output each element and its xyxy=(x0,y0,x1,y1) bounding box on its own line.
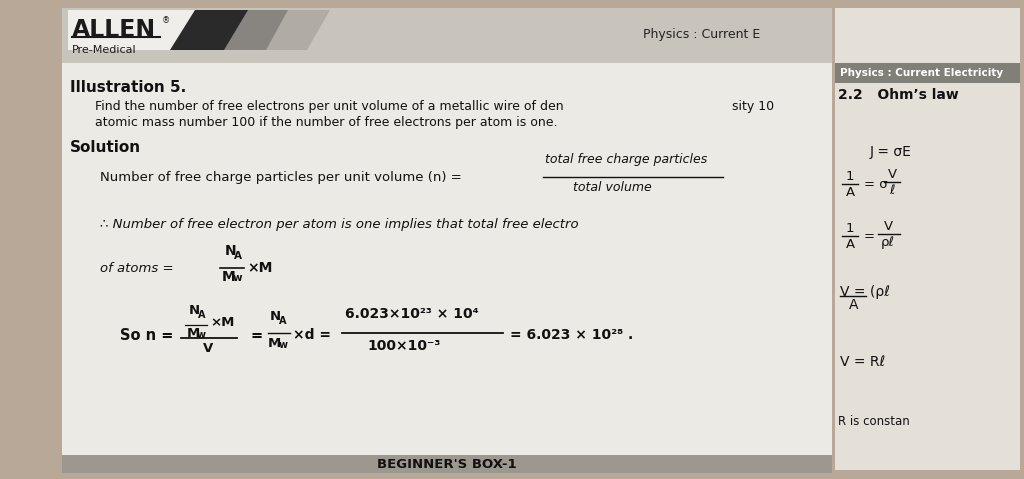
Text: ×M: ×M xyxy=(247,261,272,275)
Text: 100×10⁻³: 100×10⁻³ xyxy=(367,339,440,353)
Text: w: w xyxy=(233,273,243,283)
Text: atomic mass number 100 if the number of free electrons per atom is one.: atomic mass number 100 if the number of … xyxy=(95,116,557,129)
Text: ×d =: ×d = xyxy=(293,328,331,342)
Text: ALLEN: ALLEN xyxy=(72,18,156,42)
Text: A: A xyxy=(849,298,858,312)
Bar xyxy=(62,8,831,470)
Text: w: w xyxy=(279,340,288,350)
Text: = σ: = σ xyxy=(864,179,888,192)
Text: N: N xyxy=(270,310,282,323)
Bar xyxy=(835,63,1020,83)
Text: Illustration 5.: Illustration 5. xyxy=(70,80,186,95)
Text: V: V xyxy=(884,220,893,233)
Bar xyxy=(62,8,831,63)
Text: 1: 1 xyxy=(846,222,854,235)
Polygon shape xyxy=(266,10,330,50)
Text: BEGINNER'S BOX-1: BEGINNER'S BOX-1 xyxy=(377,457,517,470)
Text: Physics : Current Electricity: Physics : Current Electricity xyxy=(840,68,1004,78)
Text: N: N xyxy=(189,304,200,317)
Text: =: = xyxy=(864,230,874,243)
Text: M: M xyxy=(268,337,282,350)
Bar xyxy=(835,8,1020,470)
Text: A: A xyxy=(198,310,206,320)
Text: 2.2   Ohm’s law: 2.2 Ohm’s law xyxy=(838,88,958,102)
Text: ×M: ×M xyxy=(210,316,234,329)
Text: Physics : Current E: Physics : Current E xyxy=(643,27,760,41)
Text: 1: 1 xyxy=(846,170,854,183)
Text: sity 10: sity 10 xyxy=(732,100,774,113)
Text: 6.023×10²³ × 10⁴: 6.023×10²³ × 10⁴ xyxy=(345,307,479,321)
Polygon shape xyxy=(170,10,265,50)
Bar xyxy=(68,10,243,50)
Text: So n =: So n = xyxy=(120,328,173,342)
Text: R is constan: R is constan xyxy=(838,415,909,428)
Text: w: w xyxy=(197,330,206,340)
Text: M: M xyxy=(222,270,236,284)
Text: = 6.023 × 10²⁸ .: = 6.023 × 10²⁸ . xyxy=(510,328,633,342)
Text: =: = xyxy=(250,328,262,342)
Text: V = (ρℓ: V = (ρℓ xyxy=(840,285,890,299)
Text: N: N xyxy=(225,244,237,258)
Text: M: M xyxy=(187,327,201,340)
Polygon shape xyxy=(224,10,300,50)
Text: ∴ Number of free electron per atom is one implies that total free electro: ∴ Number of free electron per atom is on… xyxy=(100,218,579,231)
Text: A: A xyxy=(846,238,855,251)
Text: of atoms =: of atoms = xyxy=(100,262,174,274)
Text: ℓ: ℓ xyxy=(889,184,895,197)
Text: Number of free charge particles per unit volume (n) =: Number of free charge particles per unit… xyxy=(100,171,462,184)
Bar xyxy=(62,455,831,473)
Text: V = Rℓ: V = Rℓ xyxy=(840,355,886,369)
Text: V: V xyxy=(888,168,897,181)
Text: ®: ® xyxy=(162,16,170,25)
Text: Pre-Medical: Pre-Medical xyxy=(72,45,136,55)
Text: V: V xyxy=(203,342,213,355)
Text: Solution: Solution xyxy=(70,140,141,155)
Text: A: A xyxy=(846,186,855,199)
Text: total volume: total volume xyxy=(573,181,651,194)
Text: total free charge particles: total free charge particles xyxy=(545,153,708,166)
Text: J = σE: J = σE xyxy=(870,145,912,159)
Text: Find the number of free electrons per unit volume of a metallic wire of den: Find the number of free electrons per un… xyxy=(95,100,563,113)
Text: ρℓ: ρℓ xyxy=(881,236,895,249)
Text: A: A xyxy=(279,316,287,326)
Text: A: A xyxy=(234,251,242,261)
